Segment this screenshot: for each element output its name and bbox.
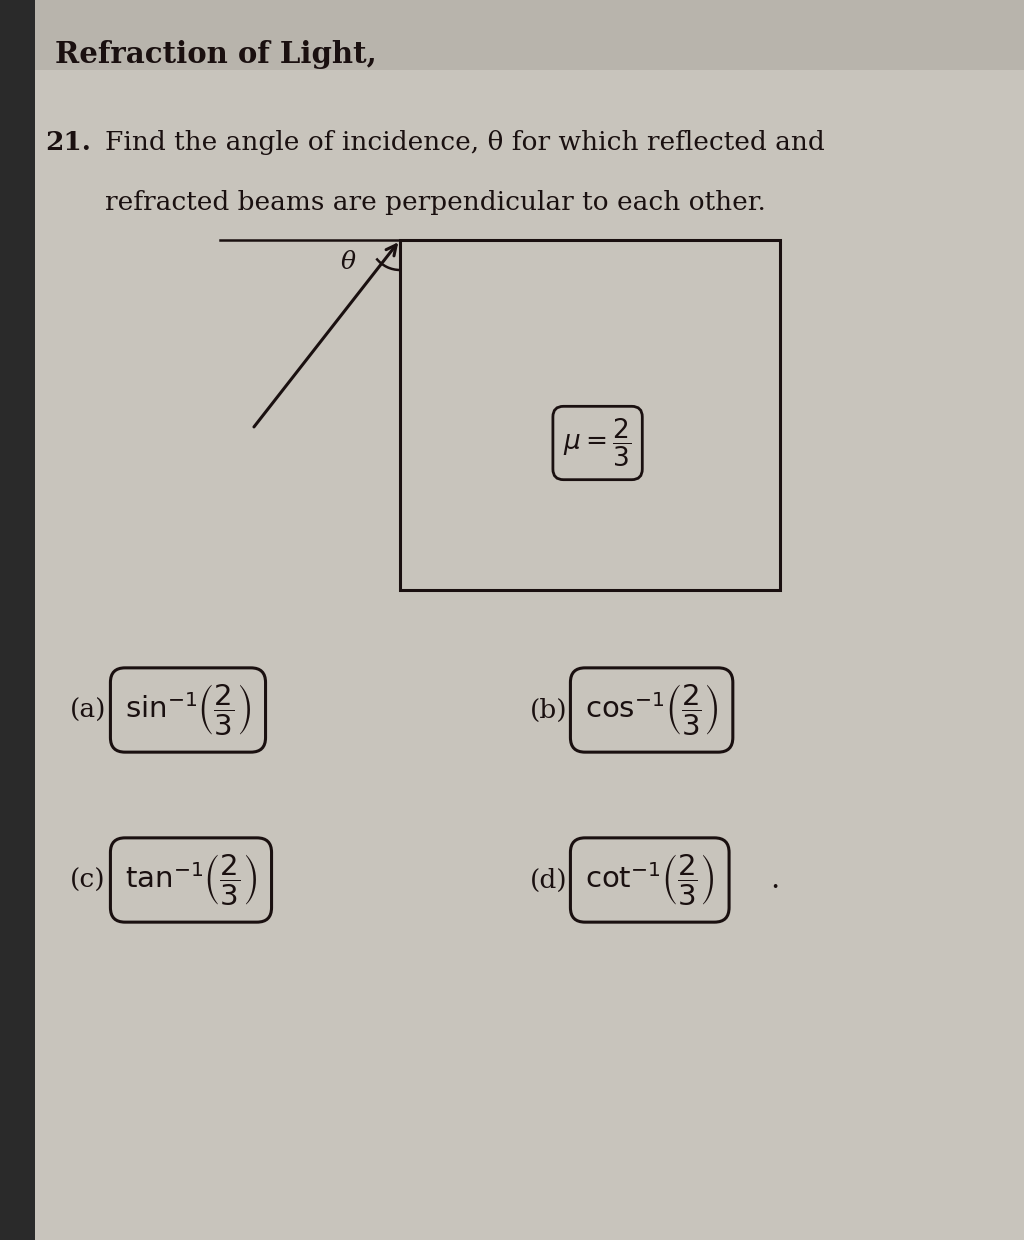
Text: $\tan^{-1}\!\left(\dfrac{2}{3}\right)$: $\tan^{-1}\!\left(\dfrac{2}{3}\right)$	[125, 852, 257, 908]
Text: refracted beams are perpendicular to each other.: refracted beams are perpendicular to eac…	[105, 190, 766, 215]
Text: $\sin^{-1}\!\left(\dfrac{2}{3}\right)$: $\sin^{-1}\!\left(\dfrac{2}{3}\right)$	[125, 682, 251, 738]
Bar	[400, 241, 780, 590]
Text: .: .	[770, 866, 779, 894]
Bar	[0, 0, 35, 1240]
Text: Refraction of Light,: Refraction of Light,	[55, 40, 377, 69]
Text: (b): (b)	[530, 697, 567, 723]
Bar	[35, 0, 1024, 69]
Text: θ: θ	[341, 250, 355, 274]
Text: (c): (c)	[70, 868, 105, 893]
Text: $\cos^{-1}\!\left(\dfrac{2}{3}\right)$: $\cos^{-1}\!\left(\dfrac{2}{3}\right)$	[585, 682, 718, 738]
Text: $\cot^{-1}\!\left(\dfrac{2}{3}\right)$: $\cot^{-1}\!\left(\dfrac{2}{3}\right)$	[585, 852, 715, 908]
Text: (d): (d)	[530, 868, 567, 893]
Text: $\mu = \dfrac{2}{3}$: $\mu = \dfrac{2}{3}$	[563, 417, 632, 469]
Text: Find the angle of incidence, θ for which reflected and: Find the angle of incidence, θ for which…	[105, 130, 824, 155]
Text: (a): (a)	[70, 697, 106, 723]
Text: 21.: 21.	[45, 130, 91, 155]
